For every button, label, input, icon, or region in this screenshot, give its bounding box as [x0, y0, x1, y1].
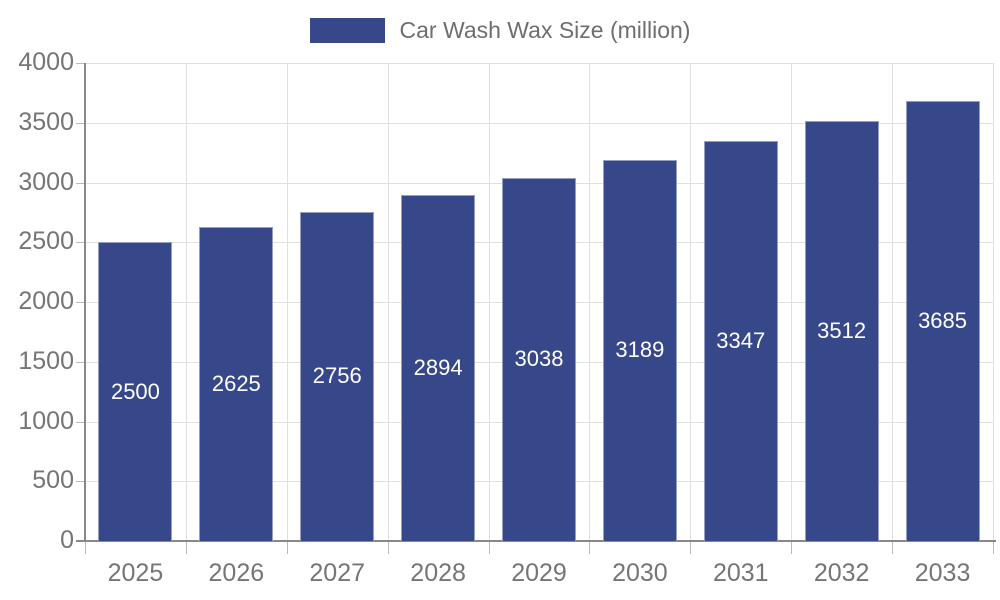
y-axis-tick-mark [76, 361, 85, 363]
y-axis-tick-mark [76, 122, 85, 124]
x-axis-tick-label: 2026 [208, 559, 265, 587]
bar [502, 177, 576, 541]
bar [401, 195, 476, 541]
x-axis-tick-mark [286, 542, 288, 554]
x-axis-tick-mark [387, 542, 389, 554]
bar [602, 159, 677, 541]
bar-value-label: 3512 [817, 318, 867, 344]
bar-value-label: 2500 [110, 378, 160, 404]
x-axis-tick-mark [791, 542, 793, 554]
x-axis-tick-label: 2025 [107, 559, 164, 587]
bar-value-label: 3189 [615, 337, 665, 363]
legend-swatch-icon [309, 18, 385, 43]
x-axis-tick-mark [690, 542, 692, 554]
y-axis-line [84, 63, 86, 541]
x-axis-tick-mark [488, 542, 490, 554]
bar [905, 100, 980, 541]
bar-value-label: 3038 [514, 346, 564, 372]
bar [804, 121, 879, 541]
y-axis-tick-mark [76, 302, 85, 303]
y-axis-tick-label: 3000 [18, 167, 74, 196]
bar [300, 211, 375, 541]
x-axis-tick-label: 2033 [914, 559, 971, 587]
bar [98, 242, 173, 541]
y-axis-tick-label: 2000 [18, 286, 74, 315]
x-axis-tick-label: 2030 [612, 559, 668, 587]
y-axis-tick-label: 2500 [18, 227, 74, 256]
x-axis-tick-label: 2027 [309, 559, 366, 587]
gridline-vertical [387, 63, 389, 541]
gridline-vertical [993, 63, 994, 541]
x-axis-tick-mark [185, 542, 187, 554]
x-axis-tick-mark [589, 542, 591, 554]
x-axis-tick-mark [892, 542, 894, 554]
bar-value-label: 2894 [413, 355, 463, 381]
gridline-vertical [286, 63, 288, 541]
y-axis-tick-label: 1500 [18, 346, 74, 375]
gridline-horizontal [85, 63, 993, 64]
y-axis-tick-label: 1000 [18, 406, 74, 435]
x-axis-line [76, 540, 996, 542]
legend-label: Car Wash Wax Size (million) [399, 17, 691, 43]
y-axis-tick-mark [76, 63, 85, 64]
bar-value-label: 2756 [312, 363, 362, 389]
y-axis-tick-label: 500 [32, 466, 74, 495]
gridline-vertical [589, 63, 591, 541]
gridline-vertical [791, 63, 793, 541]
y-axis-tick-mark [76, 421, 85, 423]
x-axis-tick-mark [993, 542, 994, 554]
x-axis-tick-mark [85, 542, 86, 554]
bar-value-label: 2625 [211, 371, 261, 397]
gridline-vertical [185, 63, 187, 541]
x-axis-tick-label: 2028 [410, 559, 466, 587]
x-axis-tick-label: 2029 [511, 559, 567, 587]
bar-value-label: 3347 [716, 328, 766, 354]
y-axis-tick-label: 0 [60, 525, 74, 554]
legend-item[interactable]: Car Wash Wax Size (million) [0, 18, 1000, 43]
y-axis-tick-label: 4000 [18, 47, 74, 76]
bar [199, 227, 274, 541]
y-axis-tick-mark [76, 182, 85, 184]
y-axis-tick-mark [76, 481, 85, 483]
y-axis-tick-label: 3500 [18, 107, 74, 136]
gridline-vertical [690, 63, 692, 541]
bar [703, 141, 778, 541]
gridline-vertical [488, 63, 490, 541]
x-axis-tick-label: 2031 [712, 559, 769, 587]
y-axis-tick-mark [76, 242, 85, 244]
x-axis-tick-label: 2032 [813, 559, 870, 587]
gridline-vertical [892, 63, 894, 541]
bar-value-label: 3685 [918, 307, 968, 333]
gridline-horizontal [85, 122, 993, 124]
